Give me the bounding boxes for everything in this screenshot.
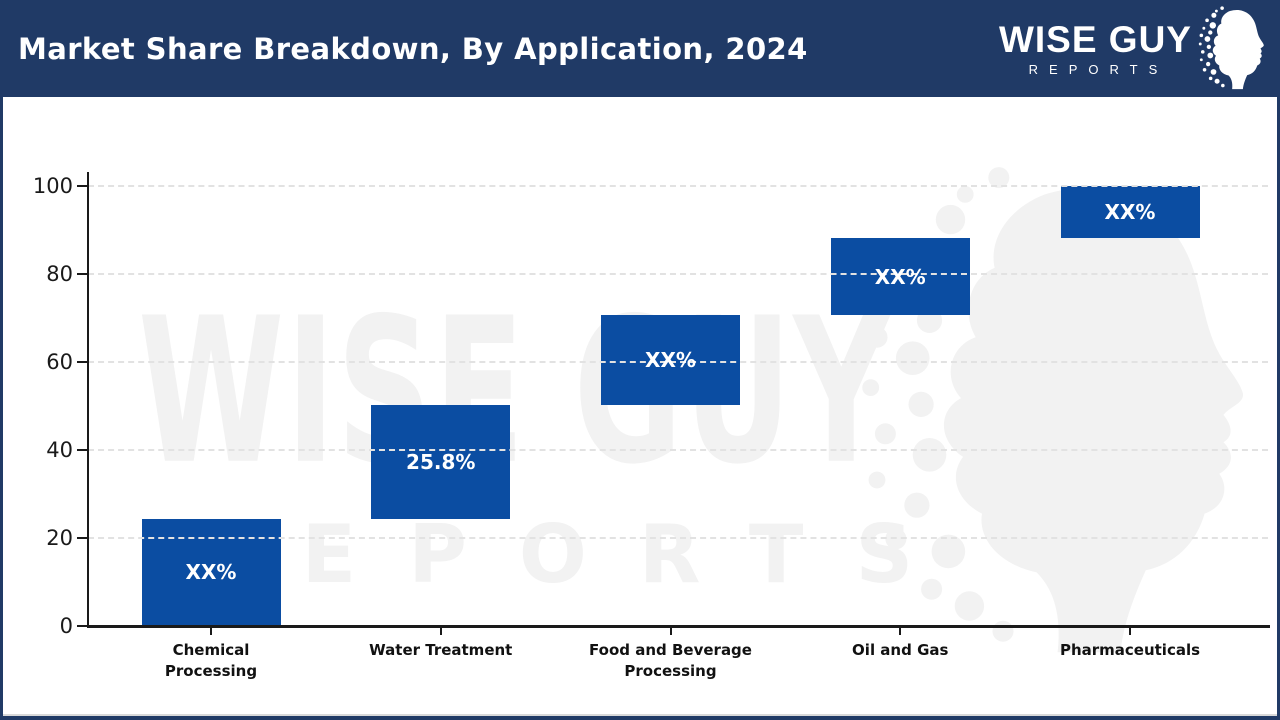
y-tick-60 (77, 361, 87, 363)
category-label-3: Oil and Gas (852, 641, 949, 659)
header-bar: Market Share Breakdown, By Application, … (0, 0, 1280, 97)
x-tick-2 (669, 628, 672, 635)
category-label-0: Chemical Processing (164, 641, 258, 680)
y-axis-line (87, 172, 89, 628)
bar-food-and-beverage-processing (601, 315, 740, 406)
y-tick-label-0: 0 (59, 614, 73, 638)
category-label-1: Water Treatment (369, 641, 513, 659)
y-tick-40 (77, 449, 87, 451)
gridline-60 (88, 361, 1268, 363)
category-label-2: Food and Beverage Processing (589, 641, 752, 680)
x-tick-3 (899, 628, 902, 635)
right-border (1277, 0, 1280, 720)
x-axis-line (87, 625, 1270, 628)
bottom-divider (0, 714, 1280, 716)
bar-value-label-3: XX% (874, 264, 926, 289)
brand-logo: WISE GUY REPORTS (999, 5, 1266, 92)
bar-value-label-4: XX% (1104, 199, 1156, 224)
brand-face-icon (1198, 5, 1264, 89)
y-tick-label-60: 60 (46, 350, 73, 374)
y-tick-label-20: 20 (46, 526, 73, 550)
page-title: Market Share Breakdown, By Application, … (18, 31, 808, 66)
brand-subtitle: REPORTS (1028, 61, 1169, 77)
y-tick-100 (77, 185, 87, 187)
bar-water-treatment (371, 405, 511, 519)
brand-name: WISE GUY (998, 18, 1192, 60)
bar-value-label-0: XX% (185, 560, 237, 585)
category-label-4: Pharmaceuticals (1059, 641, 1201, 659)
y-tick-label-100: 100 (32, 174, 73, 198)
left-border (0, 0, 3, 720)
bar-value-label-1: 25.8% (406, 449, 476, 474)
footer-bar (0, 716, 1280, 720)
y-tick-label-80: 80 (46, 262, 73, 286)
y-tick-80 (77, 273, 87, 275)
brand-logo-text: WISE GUY REPORTS (999, 21, 1192, 77)
y-tick-0 (77, 625, 87, 627)
gridline-100 (88, 185, 1268, 187)
bar-value-label-2: XX% (645, 348, 696, 373)
x-tick-1 (439, 628, 442, 635)
gridline-40 (88, 449, 1268, 451)
bar-chemical-processing (141, 518, 281, 626)
x-tick-4 (1129, 628, 1131, 635)
y-tick-label-40: 40 (46, 438, 73, 462)
y-tick-20 (77, 537, 87, 539)
gridline-20 (88, 537, 1268, 539)
gridline-80 (88, 273, 1268, 275)
x-tick-0 (210, 628, 212, 635)
